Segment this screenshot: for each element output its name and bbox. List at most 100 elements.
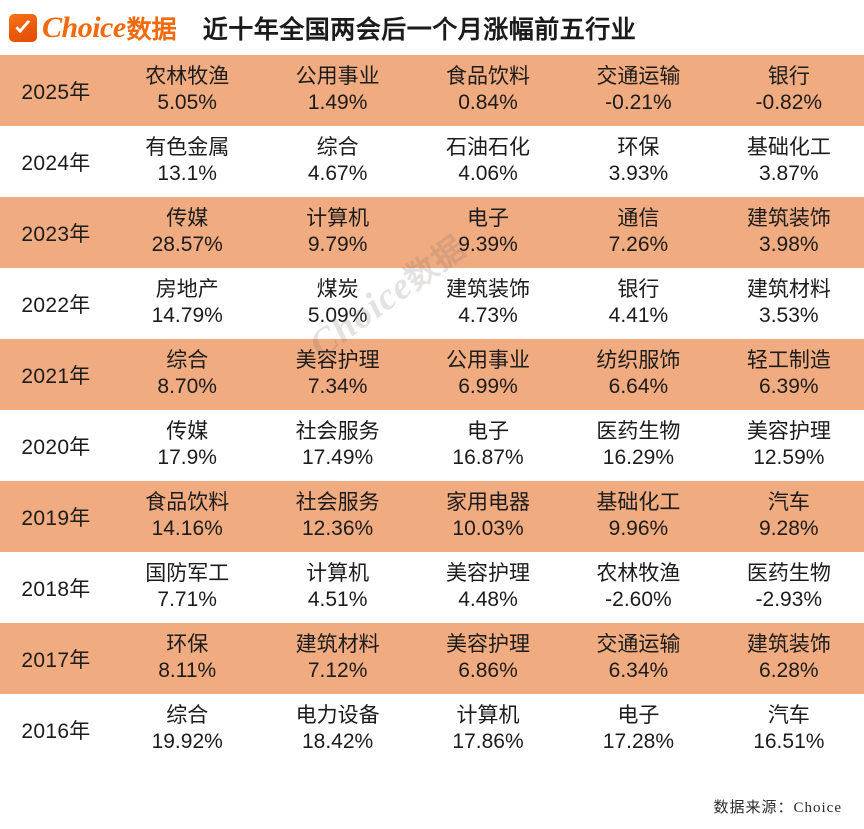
table-cell: 计算机 9.79% [262, 207, 412, 258]
industry-change-value: 6.99% [458, 375, 518, 398]
industry-name: 建筑装饰 [746, 207, 831, 231]
table-row: 2020年 传媒 17.9% 社会服务 17.49% 电子 16.87% 医药生物 16.29%… [0, 410, 864, 481]
industry-change-value: 3.53% [759, 304, 819, 327]
industry-name: 美容护理 [446, 562, 531, 586]
industry-name: 通信 [617, 207, 660, 231]
table-cell: 家用电器 10.03% [413, 491, 563, 542]
table-row: 2025年 农林牧渔 5.05% 公用事业 1.49% 食品饮料 0.84% 交通运输 -0.2… [0, 55, 864, 126]
table-cell: 汽车 9.28% [714, 491, 864, 542]
industry-change-value: 3.87% [759, 162, 819, 185]
table-cell: 轻工制造 6.39% [714, 349, 864, 400]
table-cell: 社会服务 17.49% [262, 420, 412, 471]
industry-change-value: 6.64% [608, 375, 669, 398]
industry-name: 公用事业 [446, 349, 531, 373]
industry-change-value: 6.86% [458, 659, 518, 682]
industry-name: 建筑材料 [295, 633, 380, 657]
table-row: 2018年 国防军工 7.71% 计算机 4.51% 美容护理 4.48% 农林牧渔 -2.60… [0, 552, 864, 623]
table-cell: 食品饮料 0.84% [413, 65, 563, 116]
industry-change-value: 4.51% [307, 588, 368, 611]
table-cell: 电子 17.28% [563, 704, 713, 755]
industry-name: 电力设备 [295, 704, 380, 728]
row-year-label: 2021年 [21, 364, 91, 388]
industry-name: 农林牧渔 [145, 65, 230, 89]
table-cell: 建筑装饰 6.28% [714, 633, 864, 684]
table-cell: 建筑装饰 3.98% [714, 207, 864, 258]
table-cell: 社会服务 12.36% [262, 491, 412, 542]
ranking-table: 2025年 农林牧渔 5.05% 公用事业 1.49% 食品饮料 0.84% 交通运输 -0.2… [0, 55, 864, 765]
table-cell: 农林牧渔 -2.60% [563, 562, 713, 613]
table-cell: 纺织服饰 6.64% [563, 349, 713, 400]
industry-name: 计算机 [306, 207, 370, 231]
industry-name: 美容护理 [446, 633, 531, 657]
industry-change-value: 9.28% [759, 517, 819, 540]
industry-change-value: 4.41% [608, 304, 669, 327]
table-cell: 煤炭 5.09% [262, 278, 412, 329]
choice-logo: Choice 数据 [9, 10, 177, 46]
industry-change-value: 28.57% [151, 233, 223, 256]
industry-name: 纺织服饰 [596, 349, 681, 373]
industry-name: 电子 [617, 704, 660, 728]
row-year-label: 2018年 [21, 577, 91, 601]
table-row: 2019年 食品饮料 14.16% 社会服务 12.36% 家用电器 10.03% 基础化工 9… [0, 481, 864, 552]
industry-change-value: 14.16% [151, 517, 223, 540]
industry-name: 银行 [617, 278, 660, 302]
row-year-label: 2017年 [21, 648, 91, 672]
industry-change-value: -0.21% [605, 91, 672, 114]
industry-change-value: 7.26% [608, 233, 669, 256]
industry-change-value: 4.73% [458, 304, 518, 327]
industry-change-value: 17.49% [301, 446, 374, 469]
table-cell: 国防军工 7.71% [112, 562, 262, 613]
industry-change-value: 4.67% [307, 162, 368, 185]
table-cell: 公用事业 1.49% [262, 65, 412, 116]
industry-change-value: 4.48% [458, 588, 518, 611]
industry-change-value: 5.09% [307, 304, 368, 327]
industry-name: 建筑材料 [746, 278, 831, 302]
industry-change-value: 4.06% [458, 162, 518, 185]
industry-name: 电子 [467, 420, 510, 444]
industry-change-value: -2.60% [605, 588, 672, 611]
industry-name: 房地产 [155, 278, 219, 302]
table-cell: 电力设备 18.42% [262, 704, 412, 755]
industry-name: 传媒 [166, 207, 209, 231]
table-row: 2023年 传媒 28.57% 计算机 9.79% 电子 9.39% 通信 7.26% 建筑装饰 3… [0, 197, 864, 268]
table-cell: 建筑材料 7.12% [262, 633, 412, 684]
industry-name: 医药生物 [746, 562, 831, 586]
table-cell: 银行 -0.82% [714, 65, 864, 116]
industry-change-value: 7.34% [307, 375, 368, 398]
logo-wordmark-cn: 数据 [126, 15, 177, 44]
industry-change-value: 6.39% [759, 375, 819, 398]
table-cell: 综合 8.70% [112, 349, 262, 400]
industry-change-value: -0.82% [755, 91, 823, 114]
table-row: 2021年 综合 8.70% 美容护理 7.34% 公用事业 6.99% 纺织服饰 6.64% 轻… [0, 339, 864, 410]
industry-change-value: 7.12% [307, 659, 368, 682]
table-cell: 综合 4.67% [262, 136, 412, 187]
industry-name: 建筑装饰 [746, 633, 831, 657]
industry-change-value: 7.71% [157, 588, 217, 611]
table-cell: 美容护理 7.34% [262, 349, 412, 400]
industry-change-value: 13.1% [157, 162, 217, 185]
table-cell: 计算机 17.86% [413, 704, 563, 755]
industry-name: 美容护理 [295, 349, 380, 373]
table-cell: 食品饮料 14.16% [112, 491, 262, 542]
industry-name: 煤炭 [316, 278, 359, 302]
row-year-label: 2025年 [21, 80, 91, 104]
industry-name: 社会服务 [295, 420, 380, 444]
industry-name: 社会服务 [295, 491, 380, 515]
industry-name: 银行 [767, 65, 810, 89]
table-cell: 交通运输 -0.21% [563, 65, 713, 116]
table-cell: 计算机 4.51% [262, 562, 412, 613]
table-cell: 通信 7.26% [563, 207, 713, 258]
page-header: Choice 数据 近十年全国两会后一个月涨幅前五行业 [0, 0, 864, 55]
table-row: 2016年 综合 19.92% 电力设备 18.42% 计算机 17.86% 电子 17.28%… [0, 694, 864, 765]
table-cell: 房地产 14.79% [112, 278, 262, 329]
industry-change-value: 3.98% [759, 233, 819, 256]
row-year-label: 2019年 [21, 506, 91, 530]
industry-change-value: 3.93% [608, 162, 669, 185]
industry-name: 公用事业 [295, 65, 380, 89]
table-cell: 综合 19.92% [112, 704, 262, 755]
industry-name: 电子 [467, 207, 510, 231]
row-year-label: 2016年 [21, 719, 91, 743]
table-row: 2022年 房地产 14.79% 煤炭 5.09% 建筑装饰 4.73% 银行 4.41% 建筑材… [0, 268, 864, 339]
table-cell: 传媒 28.57% [112, 207, 262, 258]
